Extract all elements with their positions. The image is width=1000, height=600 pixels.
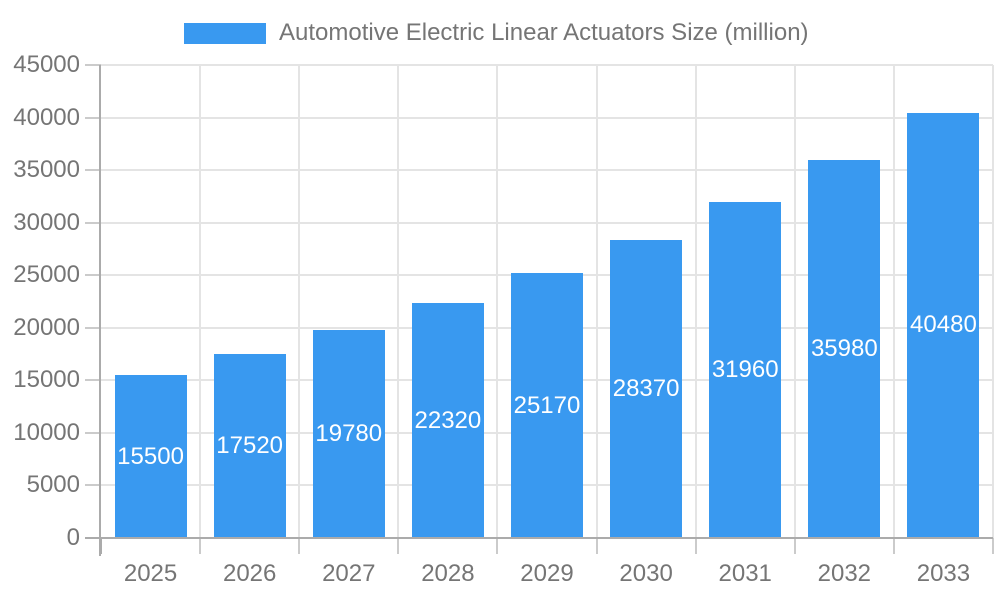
x-axis-tick bbox=[694, 538, 697, 554]
bar-value-label: 40480 bbox=[910, 311, 977, 339]
y-axis-tick-label: 20000 bbox=[13, 313, 80, 341]
y-axis-tick-label: 25000 bbox=[13, 261, 80, 289]
v-gridline bbox=[992, 65, 994, 538]
h-gridline bbox=[101, 116, 993, 119]
bar-2031[interactable] bbox=[709, 202, 782, 538]
v-gridline bbox=[793, 65, 796, 538]
bar-2033[interactable] bbox=[907, 112, 980, 538]
legend-swatch bbox=[184, 22, 266, 44]
y-axis-tick bbox=[85, 116, 101, 119]
x-axis-tick bbox=[992, 538, 994, 554]
bar-2029[interactable] bbox=[511, 273, 583, 538]
v-gridline bbox=[892, 65, 895, 538]
y-axis-tick bbox=[85, 64, 101, 66]
bar-value-label: 28370 bbox=[612, 374, 680, 402]
y-axis-tick bbox=[85, 274, 101, 277]
h-gridline bbox=[101, 169, 993, 172]
x-axis-tick-label: 2032 bbox=[817, 560, 872, 587]
v-gridline bbox=[496, 65, 499, 538]
bar-2026[interactable] bbox=[213, 353, 286, 538]
x-axis-tick bbox=[100, 538, 102, 554]
y-axis-tick-label: 15000 bbox=[13, 366, 80, 394]
y-axis-tick-label: 10000 bbox=[13, 418, 80, 446]
y-axis-tick bbox=[85, 379, 101, 382]
y-axis-tick-label: 0 bbox=[66, 524, 80, 551]
y-axis-line bbox=[99, 65, 101, 556]
bar-value-label: 15500 bbox=[117, 442, 184, 470]
bar-value-label: 19780 bbox=[315, 420, 383, 448]
bar-value-label: 22320 bbox=[414, 406, 482, 434]
v-gridline bbox=[595, 65, 598, 538]
y-axis-tick-label: 40000 bbox=[13, 103, 80, 131]
v-gridline bbox=[694, 65, 697, 538]
bar-value-label: 25170 bbox=[513, 391, 581, 419]
x-axis-tick-label: 2031 bbox=[718, 560, 772, 587]
x-axis-tick bbox=[793, 538, 796, 554]
x-axis-line bbox=[85, 537, 993, 539]
x-axis-tick bbox=[298, 538, 301, 554]
h-gridline bbox=[101, 221, 993, 224]
y-axis-tick-label: 35000 bbox=[13, 156, 80, 184]
x-axis-tick-label: 2028 bbox=[421, 560, 475, 587]
y-axis-tick bbox=[85, 326, 101, 329]
bar-value-label: 17520 bbox=[216, 431, 284, 459]
y-axis-tick bbox=[85, 484, 101, 487]
bar-2032[interactable] bbox=[808, 159, 881, 538]
v-gridline bbox=[298, 65, 301, 538]
bar-value-label: 31960 bbox=[711, 356, 779, 384]
x-axis-tick-label: 2025 bbox=[123, 560, 178, 587]
bar-value-label: 35980 bbox=[810, 334, 878, 362]
v-gridline bbox=[397, 65, 400, 538]
y-axis-tick bbox=[85, 169, 101, 172]
v-gridline bbox=[199, 65, 202, 538]
x-axis-tick bbox=[892, 538, 895, 554]
bar-2028[interactable] bbox=[411, 303, 484, 538]
bar-2025[interactable] bbox=[114, 375, 187, 538]
x-axis-tick-label: 2030 bbox=[619, 560, 673, 587]
x-axis-tick bbox=[199, 538, 202, 554]
x-axis-tick-label: 2029 bbox=[520, 560, 574, 587]
x-axis-tick bbox=[496, 538, 499, 554]
x-axis-tick bbox=[397, 538, 400, 554]
legend-label: Automotive Electric Linear Actuators Siz… bbox=[279, 19, 809, 46]
x-axis-tick-label: 2026 bbox=[222, 560, 277, 587]
y-axis-tick bbox=[85, 431, 101, 434]
x-axis-tick bbox=[595, 538, 598, 554]
legend-item[interactable]: Automotive Electric Linear Actuators Siz… bbox=[184, 20, 809, 46]
bar-2030[interactable] bbox=[610, 239, 683, 538]
y-axis-tick bbox=[85, 221, 101, 224]
x-axis-tick-label: 2027 bbox=[322, 560, 376, 587]
y-axis-tick-label: 45000 bbox=[13, 51, 80, 78]
y-axis-tick-label: 30000 bbox=[13, 208, 80, 236]
h-gridline bbox=[101, 64, 993, 66]
y-axis-tick-label: 5000 bbox=[26, 471, 80, 499]
bar-2027[interactable] bbox=[312, 330, 385, 538]
x-axis-tick-label: 2033 bbox=[916, 560, 971, 587]
